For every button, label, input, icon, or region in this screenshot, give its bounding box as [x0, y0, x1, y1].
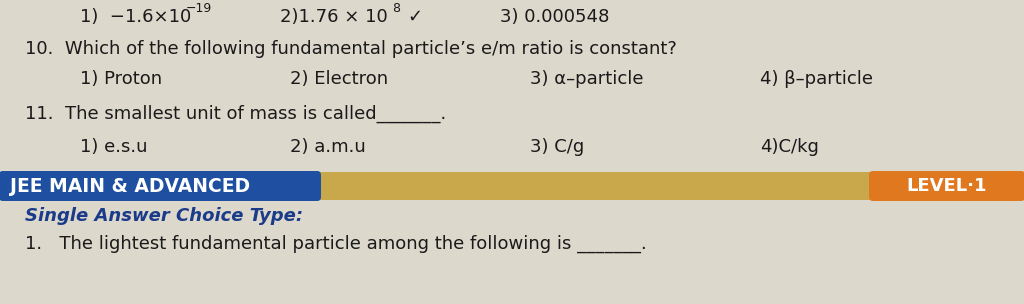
Text: 3) C/g: 3) C/g	[530, 138, 585, 156]
Text: 3) α–particle: 3) α–particle	[530, 70, 643, 88]
Text: 2)1.76 × 10: 2)1.76 × 10	[280, 8, 388, 26]
Text: 3) 0.000548: 3) 0.000548	[500, 8, 609, 26]
Text: LEVEL·1: LEVEL·1	[906, 177, 987, 195]
Text: Single Answer Choice Type:: Single Answer Choice Type:	[25, 207, 303, 225]
Text: 2) a.m.u: 2) a.m.u	[290, 138, 366, 156]
Text: 10.  Which of the following fundamental particle’s e/m ratio is constant?: 10. Which of the following fundamental p…	[25, 40, 677, 58]
Text: JEE MAIN & ADVANCED: JEE MAIN & ADVANCED	[10, 177, 250, 195]
Text: 11.  The smallest unit of mass is called_______.: 11. The smallest unit of mass is called_…	[25, 105, 446, 123]
Text: 1) Proton: 1) Proton	[80, 70, 162, 88]
Text: 4) β–particle: 4) β–particle	[760, 70, 873, 88]
Text: 2) Electron: 2) Electron	[290, 70, 388, 88]
Bar	[0, 172, 1024, 200]
FancyBboxPatch shape	[869, 171, 1024, 201]
Text: −19: −19	[186, 2, 212, 15]
Text: ✓: ✓	[407, 8, 422, 26]
FancyBboxPatch shape	[0, 171, 321, 201]
Text: 4)C/kg: 4)C/kg	[760, 138, 819, 156]
Text: 8: 8	[392, 2, 400, 15]
Text: 1) e.s.u: 1) e.s.u	[80, 138, 147, 156]
Text: 1)  −1.6×10: 1) −1.6×10	[80, 8, 191, 26]
Text: 1.   The lightest fundamental particle among the following is _______.: 1. The lightest fundamental particle amo…	[25, 235, 647, 253]
